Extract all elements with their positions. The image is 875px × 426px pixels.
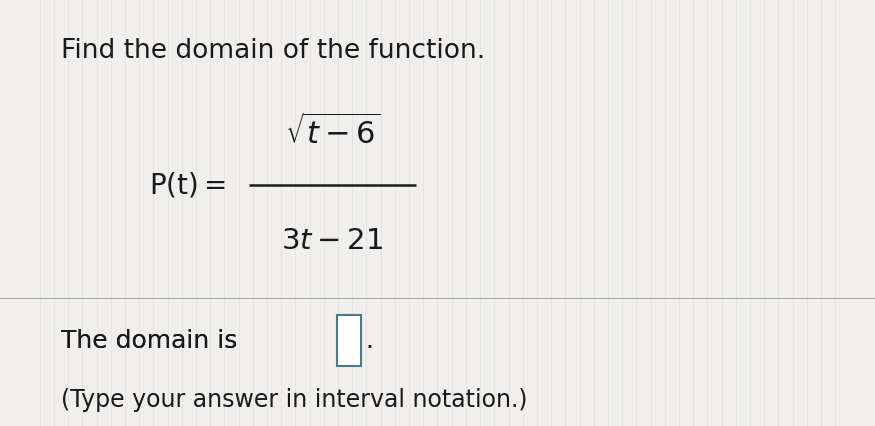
Text: $\mathsf{P(t) =}$: $\mathsf{P(t) =}$ — [149, 171, 226, 200]
Bar — [337, 315, 361, 366]
Text: .: . — [366, 329, 374, 353]
Text: $\sqrt{t-6}$: $\sqrt{t-6}$ — [284, 114, 381, 150]
Text: (Type your answer in interval notation.): (Type your answer in interval notation.) — [61, 389, 528, 412]
Text: The domain is: The domain is — [61, 329, 238, 353]
Text: $3t-21$: $3t-21$ — [282, 227, 383, 255]
Text: Find the domain of the function.: Find the domain of the function. — [61, 38, 486, 64]
Text: The domain is: The domain is — [61, 329, 238, 353]
